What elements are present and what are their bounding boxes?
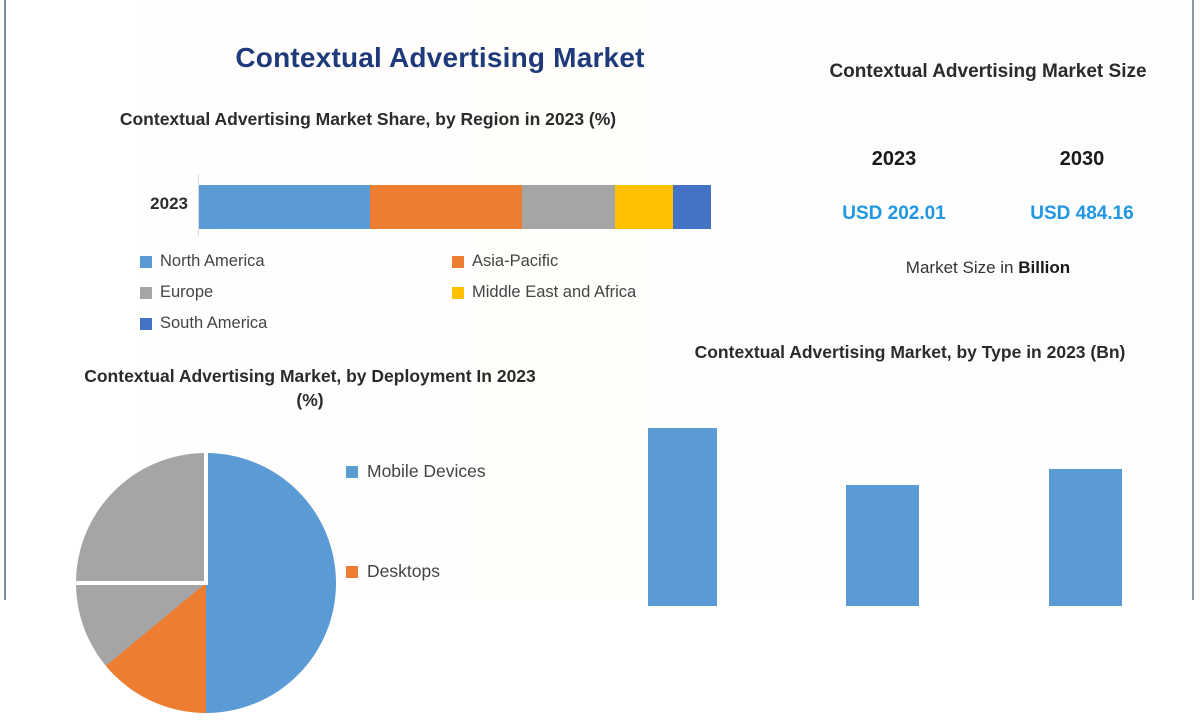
region-segment-europe xyxy=(522,185,616,229)
legend-item-asia-pacific[interactable]: Asia-Pacific xyxy=(452,252,558,271)
legend-item-desktops[interactable]: Desktops xyxy=(346,561,440,582)
legend-swatch-icon xyxy=(346,565,358,578)
market-size-footer-unit: Billion xyxy=(1018,258,1071,277)
by-type-chart: Contextual Advertising Market, by Type i… xyxy=(640,340,1180,606)
region-segment-middle-east-and-africa xyxy=(615,185,674,229)
type-bar-1 xyxy=(648,428,717,606)
region-share-title: Contextual Advertising Market Share, by … xyxy=(119,109,617,129)
legend-label: Middle East and Africa xyxy=(472,283,637,301)
by-type-title: Contextual Advertising Market, by Type i… xyxy=(694,342,1126,362)
legend-item-europe[interactable]: Europe xyxy=(140,283,213,302)
legend-label: Asia-Pacific xyxy=(472,252,559,270)
legend-item-north-america[interactable]: North America xyxy=(140,252,265,271)
market-size-year-2030: 2030 xyxy=(1059,148,1105,170)
legend-label: North America xyxy=(160,252,265,270)
market-size-title: Contextual Advertising Market Size xyxy=(829,61,1147,82)
legend-label: Mobile Devices xyxy=(367,461,486,481)
left-border xyxy=(4,0,6,600)
legend-swatch-icon xyxy=(140,317,152,330)
legend-swatch-icon xyxy=(140,286,152,299)
region-segment-asia-pacific xyxy=(370,185,523,229)
deployment-pie-wrap xyxy=(76,453,346,723)
region-share-category-label: 2023 xyxy=(150,194,188,213)
market-size-values: USD 202.01 USD 484.16 xyxy=(800,203,1176,225)
pie-separator-horizontal xyxy=(76,581,208,585)
legend-swatch-icon xyxy=(140,255,152,268)
market-size-years: 2023 2030 xyxy=(800,148,1176,171)
market-size-footer-prefix: Market Size in xyxy=(905,258,1019,277)
region-share-chart: Contextual Advertising Market Share, by … xyxy=(70,108,730,238)
region-segment-north-america xyxy=(199,185,370,229)
legend-swatch-icon xyxy=(346,465,358,478)
legend-label: Europe xyxy=(160,283,214,301)
market-size-panel: Contextual Advertising Market Size 2023 … xyxy=(800,58,1176,298)
legend-item-south-america[interactable]: South America xyxy=(140,314,267,333)
market-size-footer: Market Size in Billion xyxy=(800,258,1176,278)
market-size-year-2023: 2023 xyxy=(871,148,917,170)
legend-label: South America xyxy=(160,314,268,332)
legend-swatch-icon xyxy=(452,255,464,268)
page-title: Contextual Advertising Market xyxy=(235,42,645,73)
legend-item-mobile-devices[interactable]: Mobile Devices xyxy=(346,461,486,482)
deployment-title: Contextual Advertising Market, by Deploy… xyxy=(84,366,536,410)
legend-item-middle-east-and-africa[interactable]: Middle East and Africa xyxy=(452,283,636,302)
type-bar-2 xyxy=(846,484,919,606)
pie-separator-vertical xyxy=(204,453,208,585)
region-share-plot: 2023 xyxy=(70,174,730,240)
market-size-value-2030: USD 484.16 xyxy=(1030,203,1134,224)
deployment-chart: Contextual Advertising Market, by Deploy… xyxy=(30,365,630,713)
region-legend: North America Asia-Pacific Europe Middle… xyxy=(140,252,700,344)
by-type-plot xyxy=(640,428,1180,606)
region-share-stacked-bar xyxy=(199,185,711,229)
region-share-axis xyxy=(198,174,199,236)
region-segment-south-america xyxy=(673,185,711,229)
market-size-value-2023: USD 202.01 xyxy=(842,203,946,224)
legend-swatch-icon xyxy=(452,286,464,299)
right-border xyxy=(1192,0,1194,600)
legend-label: Desktops xyxy=(367,561,440,581)
type-bar-3 xyxy=(1049,468,1122,606)
